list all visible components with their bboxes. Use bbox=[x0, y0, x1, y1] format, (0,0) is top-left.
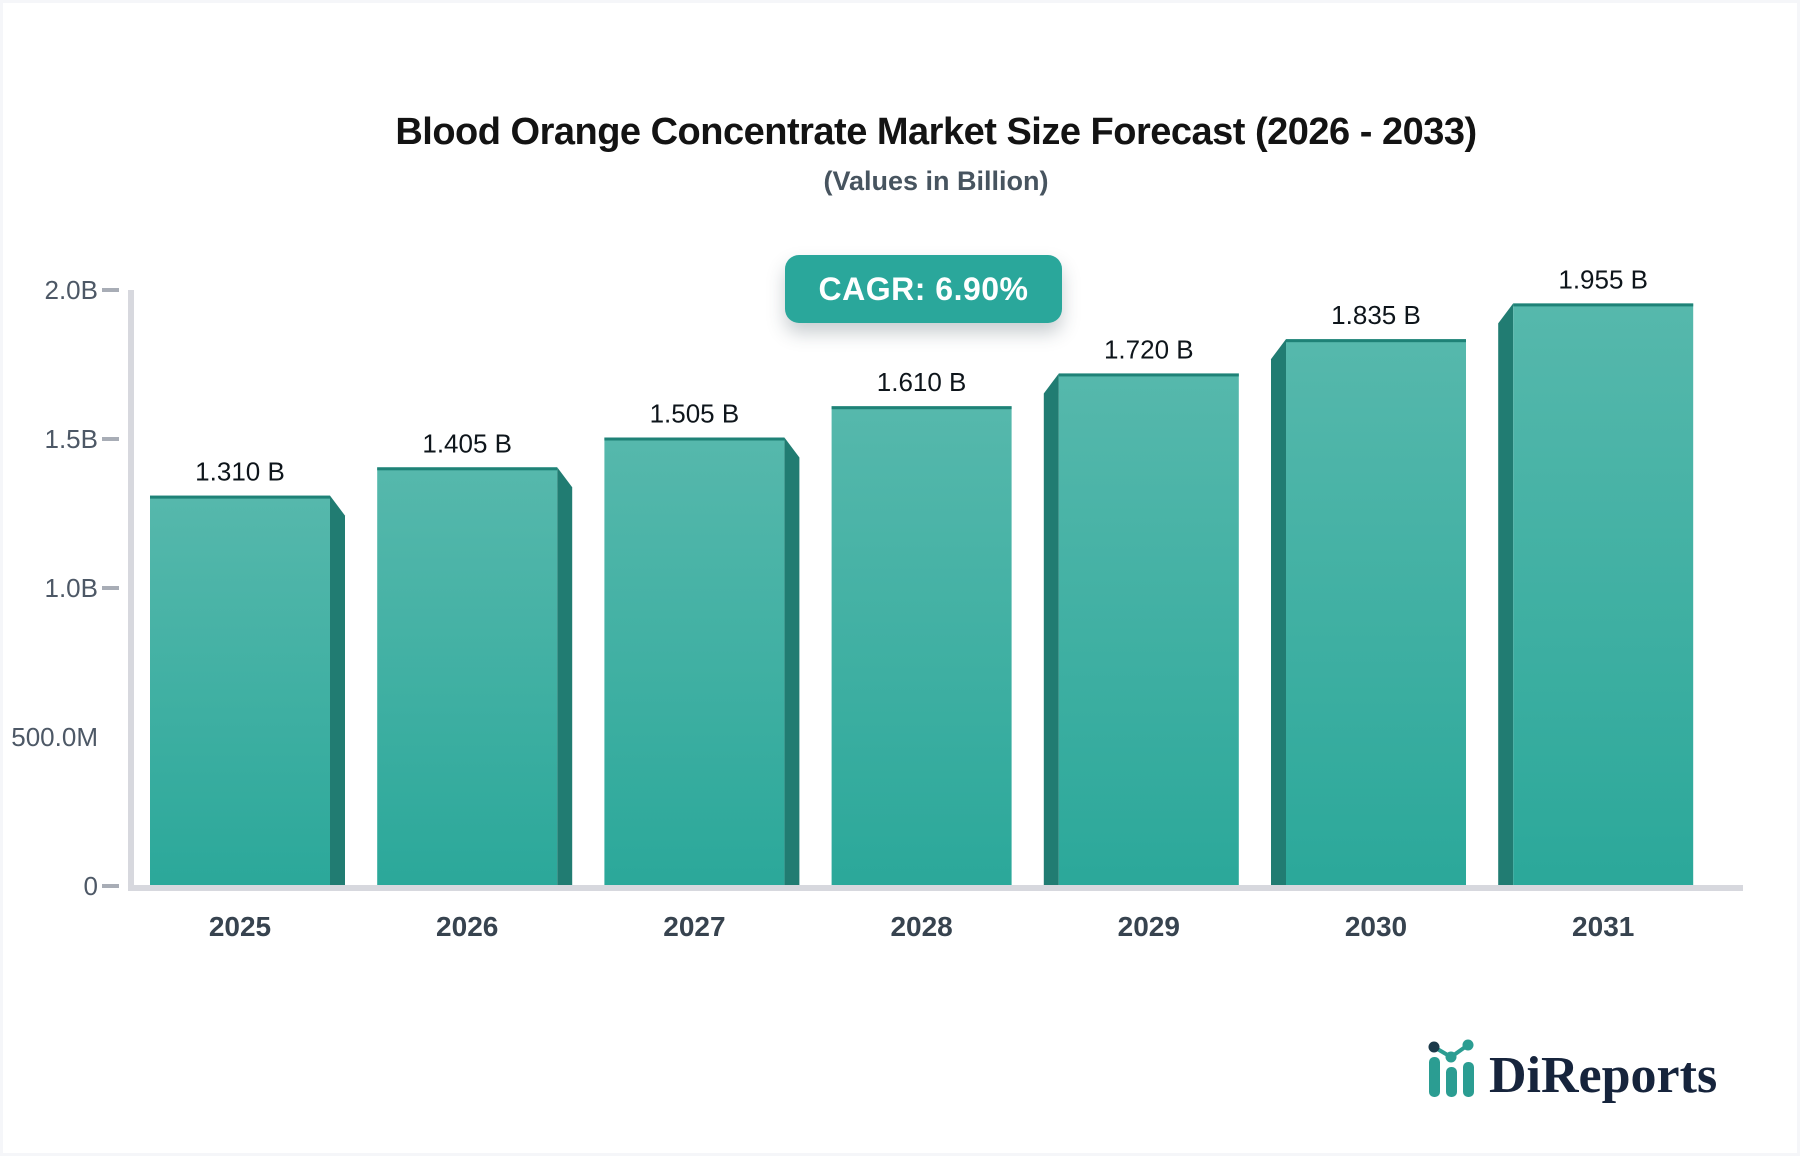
x-axis-line bbox=[128, 885, 1743, 891]
bar-value-label-2028: 1.610 B bbox=[877, 367, 967, 397]
bar-2030 bbox=[1286, 339, 1466, 886]
mini-bar-chart-icon bbox=[1428, 1039, 1474, 1097]
bar-2031 bbox=[1513, 303, 1694, 886]
y-axis-label-1.0B: 1.0B bbox=[45, 573, 99, 603]
bar-side-2031 bbox=[1498, 303, 1514, 886]
bar-2025 bbox=[150, 495, 330, 886]
bar-value-label-2027: 1.505 B bbox=[650, 399, 740, 429]
y-axis-tick-1.0B bbox=[102, 586, 119, 590]
cagr-badge-label: CAGR: 6.90% bbox=[818, 270, 1029, 307]
bar-2028 bbox=[831, 406, 1012, 886]
bar-top-edge-2028 bbox=[831, 406, 1012, 410]
bar-value-label-2026: 1.405 B bbox=[422, 428, 512, 458]
x-axis-label-2030: 2030 bbox=[1345, 911, 1407, 942]
x-axis-label-2031: 2031 bbox=[1572, 911, 1634, 942]
x-axis-label-2025: 2025 bbox=[209, 911, 271, 942]
bar-value-label-2031: 1.955 B bbox=[1558, 264, 1648, 294]
y-axis-tick-2.0B bbox=[102, 288, 119, 292]
y-axis-tick-1.5B bbox=[102, 437, 119, 441]
bar-value-label-2025: 1.310 B bbox=[195, 457, 285, 487]
x-axis-label-2027: 2027 bbox=[663, 911, 725, 942]
chart-subtitle: (Values in Billion) bbox=[823, 166, 1049, 196]
bar-2026 bbox=[377, 467, 558, 886]
x-axis-label-2029: 2029 bbox=[1118, 911, 1180, 942]
bar-top-edge-2026 bbox=[377, 467, 558, 471]
bar-top-edge-2030 bbox=[1286, 339, 1466, 343]
bar-value-label-2030: 1.835 B bbox=[1331, 300, 1421, 330]
bar-side-2026 bbox=[557, 467, 573, 886]
y-axis-tick-0 bbox=[102, 884, 119, 888]
x-axis-label-2026: 2026 bbox=[436, 911, 498, 942]
chart-title: Blood Orange Concentrate Market Size For… bbox=[395, 111, 1477, 153]
y-axis-label-2.0B: 2.0B bbox=[45, 275, 99, 305]
bar-side-2027 bbox=[784, 437, 800, 886]
y-axis-line bbox=[128, 290, 134, 891]
bar-side-2029 bbox=[1043, 373, 1059, 886]
y-axis-label-500.0M: 500.0M bbox=[11, 722, 98, 752]
bar-2029 bbox=[1058, 373, 1239, 886]
bar-top-edge-2025 bbox=[150, 495, 330, 499]
bar-side-2025 bbox=[330, 495, 345, 886]
bar-value-label-2029: 1.720 B bbox=[1104, 334, 1194, 364]
bar-2027 bbox=[604, 437, 785, 886]
bar-top-edge-2029 bbox=[1058, 373, 1239, 377]
x-axis-label-2028: 2028 bbox=[890, 911, 952, 942]
bar-side-2030 bbox=[1271, 339, 1286, 886]
y-axis-label-1.5B: 1.5B bbox=[45, 424, 99, 454]
brand-logo-text: DiReports bbox=[1489, 1047, 1718, 1104]
y-axis-label-0: 0 bbox=[84, 871, 98, 901]
brand-logo: DiReports bbox=[1428, 1030, 1717, 1102]
bar-top-edge-2027 bbox=[604, 437, 785, 441]
cagr-badge: CAGR: 6.90% bbox=[785, 255, 1062, 323]
bar-top-edge-2031 bbox=[1513, 303, 1694, 307]
